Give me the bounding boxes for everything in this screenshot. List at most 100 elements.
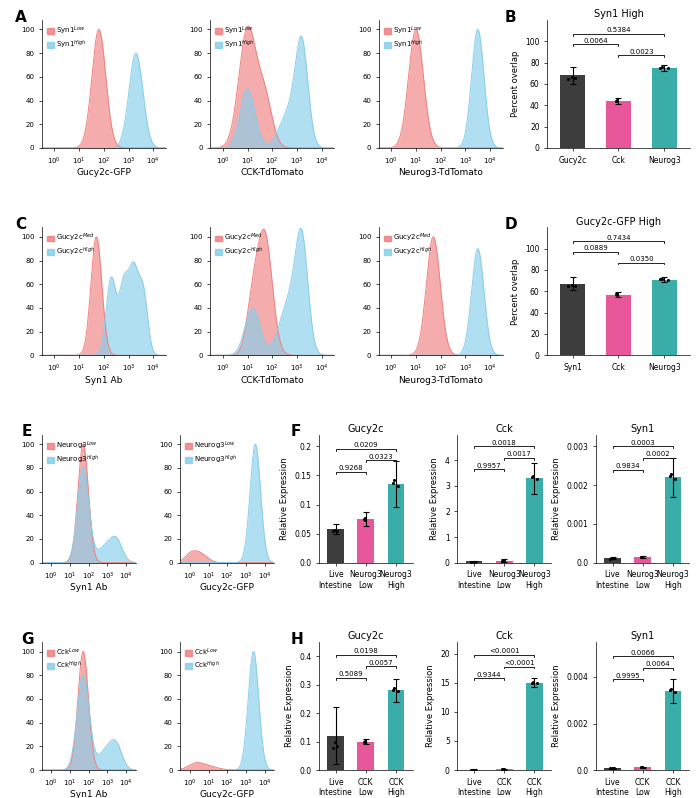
Point (531, 677, 542, 689)
Point (670, 685, 681, 698)
Bar (388, 690, 404, 770)
Point (569, 72, 580, 85)
Point (389, 474, 400, 487)
Text: 0.0323: 0.0323 (368, 454, 393, 460)
Text: 0.0023: 0.0023 (629, 49, 654, 54)
Point (635, 551, 646, 563)
Legend: Neurog3$^{Low}$, Neurog3$^{High}$: Neurog3$^{Low}$, Neurog3$^{High}$ (184, 438, 239, 467)
Point (611, 95, 622, 108)
Legend: Gucy2c$^{Med}$, Gucy2c$^{High}$: Gucy2c$^{Med}$, Gucy2c$^{High}$ (214, 231, 265, 259)
Text: 0.7434: 0.7434 (606, 235, 631, 241)
Bar (388, 484, 404, 563)
X-axis label: Syn1 Ab: Syn1 Ab (70, 583, 108, 592)
Text: <0.0001: <0.0001 (489, 648, 519, 654)
Point (606, 762, 617, 775)
Point (656, 61, 667, 73)
Point (562, 73, 573, 85)
Point (662, 61, 673, 74)
Point (604, 552, 615, 565)
Point (331, 524, 342, 537)
Text: E: E (22, 425, 32, 440)
Legend: Gucy2c$^{Med}$, Gucy2c$^{High}$: Gucy2c$^{Med}$, Gucy2c$^{High}$ (46, 231, 97, 259)
Y-axis label: Percent overlap: Percent overlap (511, 258, 519, 325)
Point (636, 760, 648, 773)
Title: Gucy2c: Gucy2c (347, 424, 384, 434)
Title: Cck: Cck (496, 424, 513, 434)
Bar (526, 683, 542, 770)
Point (360, 735, 371, 748)
Y-axis label: Relative Expression: Relative Expression (280, 457, 289, 540)
Point (527, 469, 538, 482)
Text: G: G (22, 632, 34, 647)
Point (498, 554, 509, 567)
Legend: Gucy2c$^{Med}$, Gucy2c$^{High}$: Gucy2c$^{Med}$, Gucy2c$^{High}$ (382, 231, 433, 259)
Bar (634, 768, 651, 770)
Point (569, 280, 580, 293)
Bar (652, 279, 677, 355)
Point (466, 764, 477, 776)
Point (608, 762, 620, 775)
Text: 0.0002: 0.0002 (645, 452, 670, 457)
Bar (606, 101, 631, 148)
Text: 0.0003: 0.0003 (630, 440, 655, 446)
Point (666, 468, 677, 480)
Point (566, 71, 578, 84)
Point (610, 288, 621, 301)
Legend: Syn1$^{Low}$, Syn1$^{High}$: Syn1$^{Low}$, Syn1$^{High}$ (46, 23, 88, 52)
X-axis label: Gucy2c-GFP: Gucy2c-GFP (199, 790, 255, 798)
Point (388, 683, 399, 696)
X-axis label: Syn1 Ab: Syn1 Ab (85, 376, 122, 385)
X-axis label: Gucy2c-GFP: Gucy2c-GFP (199, 583, 255, 592)
Bar (560, 284, 585, 355)
Text: 0.0064: 0.0064 (583, 38, 608, 44)
Y-axis label: Relative Expression: Relative Expression (285, 665, 293, 748)
Point (562, 280, 573, 293)
Point (610, 94, 621, 107)
Bar (466, 562, 482, 563)
Point (670, 472, 681, 485)
Point (531, 473, 542, 486)
Point (470, 763, 481, 776)
Title: Syn1: Syn1 (631, 631, 655, 642)
Point (327, 741, 338, 754)
Point (656, 273, 667, 286)
Point (636, 551, 648, 563)
Point (358, 735, 370, 748)
Text: D: D (505, 217, 517, 232)
Text: 0.9834: 0.9834 (615, 463, 640, 469)
Text: 0.0066: 0.0066 (630, 650, 655, 655)
Text: 0.0017: 0.0017 (507, 451, 532, 457)
Point (470, 555, 481, 568)
Legend: Syn1$^{Low}$, Syn1$^{High}$: Syn1$^{Low}$, Syn1$^{High}$ (214, 23, 256, 52)
Bar (328, 736, 344, 770)
Bar (664, 691, 681, 770)
Point (654, 273, 666, 286)
Point (330, 735, 341, 748)
Point (526, 471, 537, 484)
Y-axis label: Relative Expression: Relative Expression (552, 457, 561, 540)
Point (604, 762, 615, 775)
Text: 0.0018: 0.0018 (492, 440, 517, 446)
Point (498, 763, 509, 776)
Bar (634, 557, 651, 563)
X-axis label: Neurog3-TdTomato: Neurog3-TdTomato (398, 168, 483, 177)
Point (662, 274, 673, 286)
Point (466, 555, 477, 568)
Text: 0.0198: 0.0198 (354, 648, 378, 654)
Text: 0.0057: 0.0057 (368, 660, 393, 666)
Point (359, 513, 370, 526)
Point (330, 523, 341, 536)
Text: 0.9957: 0.9957 (477, 463, 501, 468)
Text: H: H (291, 632, 304, 647)
Point (611, 288, 622, 301)
Text: 0.0209: 0.0209 (354, 442, 378, 448)
Point (636, 761, 648, 774)
Bar (358, 741, 374, 770)
Bar (526, 478, 542, 563)
Point (612, 94, 623, 107)
Text: C: C (15, 217, 26, 232)
Point (606, 552, 617, 565)
Y-axis label: Relative Expression: Relative Expression (552, 665, 561, 748)
Y-axis label: Relative Expression: Relative Expression (426, 665, 435, 748)
Point (612, 288, 623, 301)
